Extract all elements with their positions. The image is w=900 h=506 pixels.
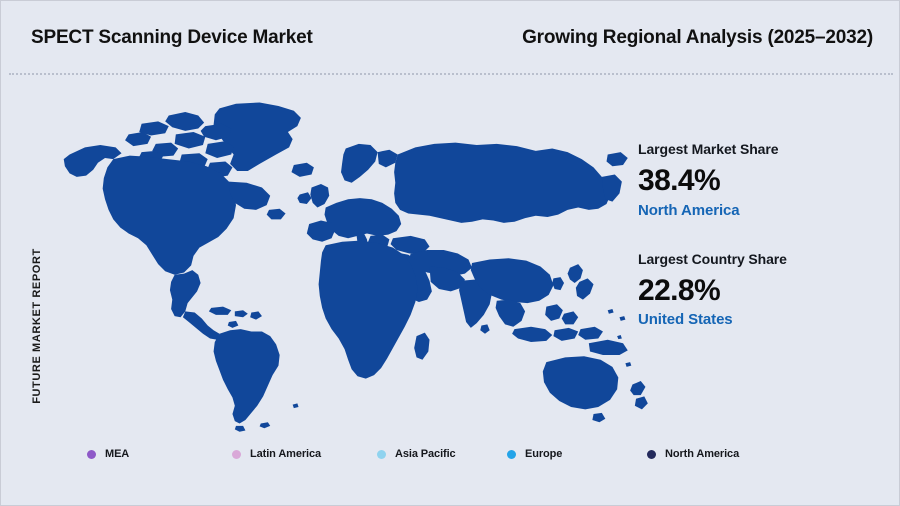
legend-item-label: Latin America bbox=[250, 448, 322, 460]
legend-dot-icon bbox=[377, 449, 386, 459]
world-map-icon bbox=[63, 102, 648, 432]
legend-dot-icon bbox=[647, 449, 656, 459]
legend-item-label: Asia Pacific bbox=[395, 448, 456, 460]
legend-item-north-america[interactable]: North America bbox=[647, 448, 739, 460]
stat-label: Largest Country Share bbox=[638, 250, 787, 267]
legend-item-latin-america[interactable]: Latin America bbox=[232, 448, 321, 460]
brand-sidebar: FUTURE MARKET REPORT bbox=[27, 233, 47, 418]
stat-largest-country-share: Largest Country Share 22.8% United State… bbox=[638, 251, 878, 329]
legend-item-label: Europe bbox=[525, 448, 563, 460]
legend-dot-icon bbox=[232, 449, 241, 459]
stat-value: 22.8% bbox=[638, 273, 721, 307]
legend-item-europe[interactable]: Europe bbox=[507, 448, 562, 460]
map-legend: MEA Latin America Asia Pacific Europe No… bbox=[87, 448, 787, 468]
stat-largest-market-share: Largest Market Share 38.4% North America bbox=[638, 141, 878, 219]
legend-item-label: North America bbox=[665, 448, 740, 460]
legend-item-asia-pacific[interactable]: Asia Pacific bbox=[377, 448, 456, 460]
header-subtitle: Growing Regional Analysis (2025–2032) bbox=[522, 26, 873, 48]
legend-item-label: MEA bbox=[105, 448, 130, 460]
world-map bbox=[59, 93, 649, 433]
legend-dot-icon bbox=[507, 449, 516, 459]
stat-region: North America bbox=[638, 201, 740, 219]
header-divider bbox=[9, 73, 893, 75]
stats-panel: Largest Market Share 38.4% North America… bbox=[638, 141, 878, 328]
legend-item-mea[interactable]: MEA bbox=[87, 448, 129, 460]
stat-value: 38.4% bbox=[638, 164, 721, 197]
legend-dot-icon bbox=[87, 449, 96, 459]
brand-label: FUTURE MARKET REPORT bbox=[31, 247, 44, 404]
page-title: SPECT Scanning Device Market bbox=[31, 26, 313, 48]
card-header: SPECT Scanning Device Market Growing Reg… bbox=[1, 1, 899, 74]
stat-region: United States bbox=[638, 311, 733, 328]
stat-label: Largest Market Share bbox=[638, 141, 779, 157]
